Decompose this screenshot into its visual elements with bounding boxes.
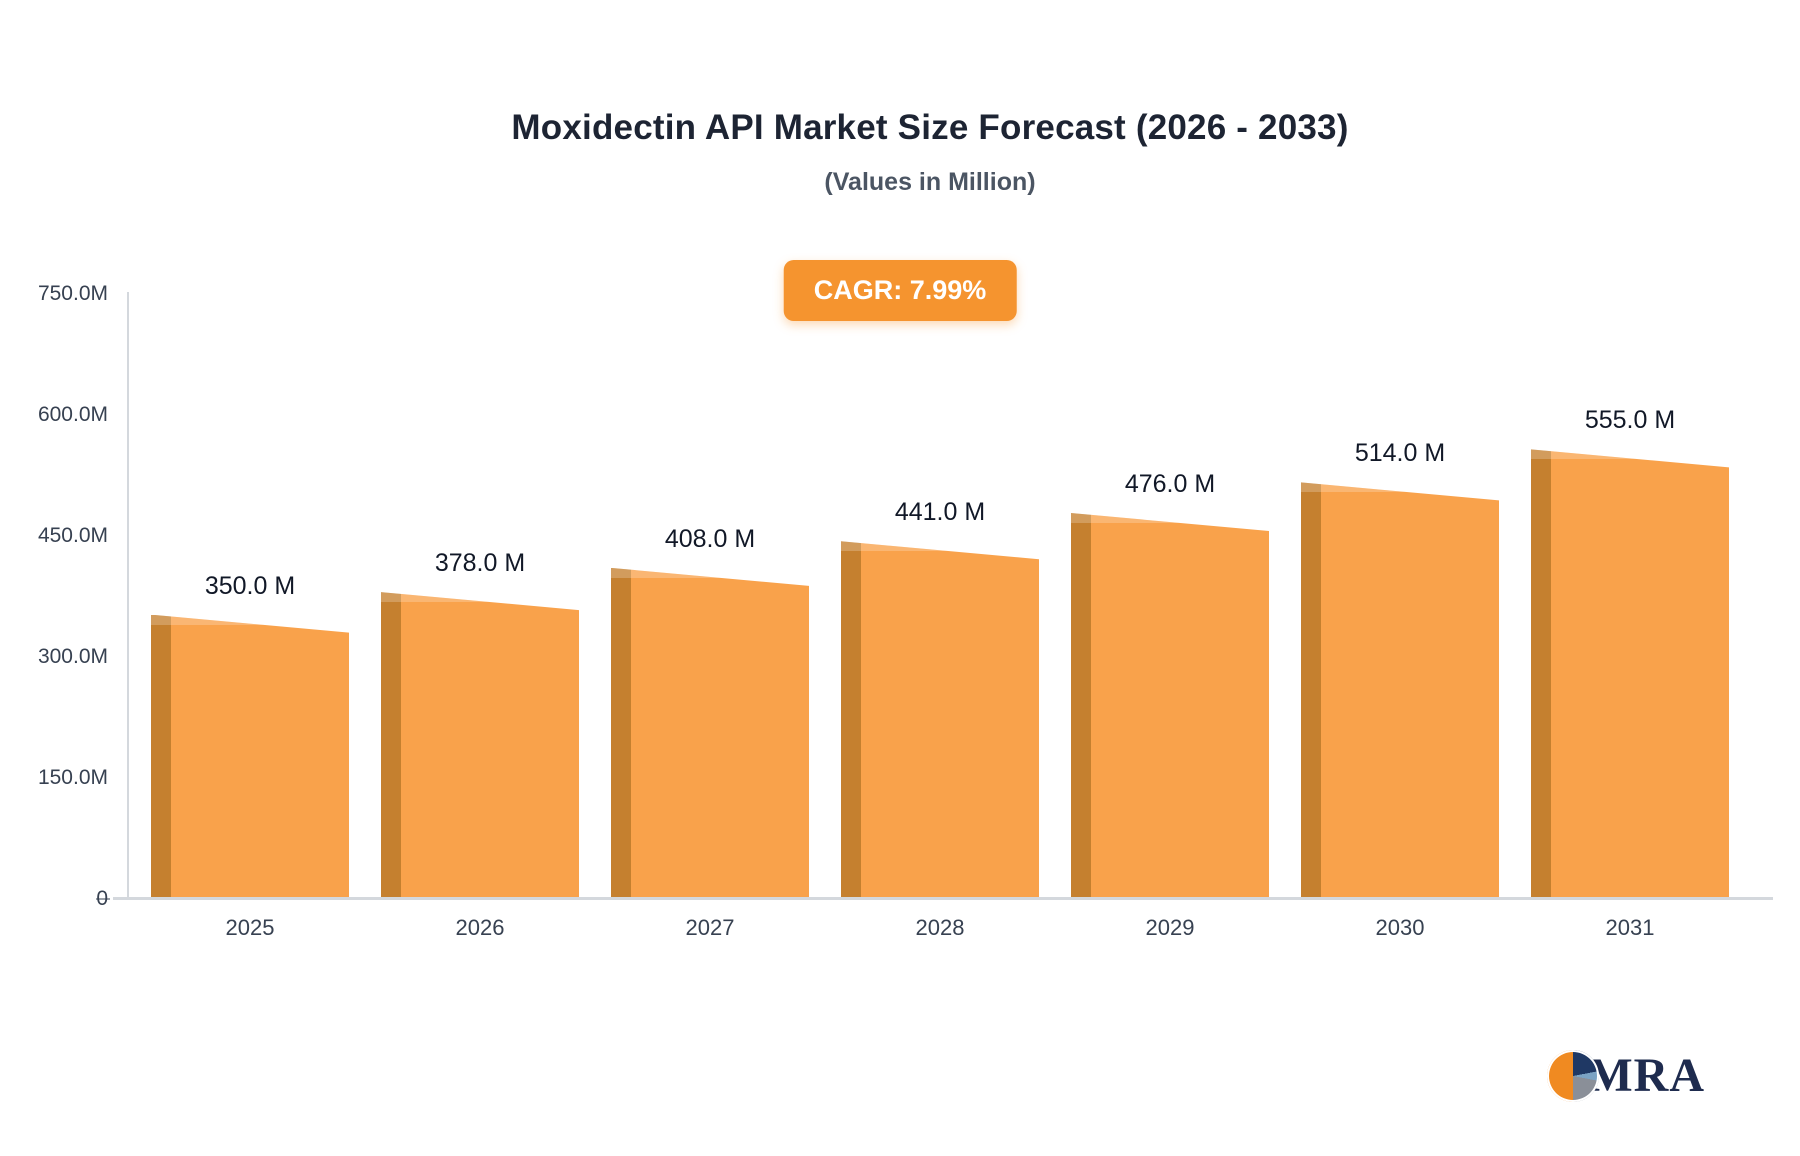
chart-subtitle: (Values in Million)	[824, 168, 1036, 196]
x-axis-label: 2031	[1605, 915, 1655, 940]
zero-tick-mark	[96, 898, 110, 900]
bar-rect	[1071, 513, 1269, 897]
x-axis-label: 2026	[455, 915, 505, 940]
bar-value-label: 378.0 M	[434, 549, 526, 578]
x-axis-label: 2027	[685, 915, 735, 940]
bar-rect	[1531, 449, 1729, 897]
x-axis-label: 2029	[1145, 915, 1195, 940]
x-axis-label: 2030	[1375, 915, 1425, 940]
bar-2026: 378.0 M	[381, 292, 579, 897]
bar-rect	[151, 614, 349, 897]
y-axis-tick-label: 150.0M	[37, 766, 108, 789]
logo-text: MRA	[1587, 1049, 1705, 1102]
cagr-badge: CAGR: 7.99%	[783, 260, 1017, 321]
bar-rect	[381, 592, 579, 897]
bar-2027: 408.0 M	[611, 292, 809, 897]
x-axis-line	[113, 897, 1773, 900]
bar-rect	[1301, 482, 1499, 897]
bar-rect	[841, 541, 1039, 897]
chart-title: Moxidectin API Market Size Forecast (202…	[511, 108, 1349, 147]
y-axis-tick-label: 750.0M	[37, 282, 108, 305]
mra-logo: MRA	[1547, 1048, 1705, 1103]
bar-2025: 350.0 M	[151, 292, 349, 897]
bar-value-label: 476.0 M	[1124, 470, 1216, 499]
y-axis-tick-label: 600.0M	[37, 403, 108, 426]
bar-value-label: 441.0 M	[894, 498, 986, 527]
bar-rect	[611, 567, 809, 897]
bar-2028: 441.0 M	[841, 292, 1039, 897]
bar-value-label: 555.0 M	[1584, 406, 1676, 435]
y-axis-line	[127, 292, 129, 899]
y-axis-tick-label: 450.0M	[37, 524, 108, 547]
bar-value-label: 408.0 M	[664, 524, 756, 553]
x-axis-label: 2028	[915, 915, 965, 940]
bar-2031: 555.0 M	[1531, 292, 1729, 897]
bar-value-label: 514.0 M	[1354, 439, 1446, 468]
pie-chart-logo-icon	[1547, 1049, 1600, 1102]
bar-2030: 514.0 M	[1301, 292, 1499, 897]
y-axis-tick-label: 0	[96, 887, 108, 910]
y-axis-tick-label: 300.0M	[37, 645, 108, 668]
bar-2029: 476.0 M	[1071, 292, 1269, 897]
x-axis-label: 2025	[225, 915, 275, 940]
bar-value-label: 350.0 M	[204, 571, 296, 600]
plot-area: 350.0 M 378.0 M 408.0 M 441.0 M 476.0 M 514.0…	[0, 294, 1800, 899]
